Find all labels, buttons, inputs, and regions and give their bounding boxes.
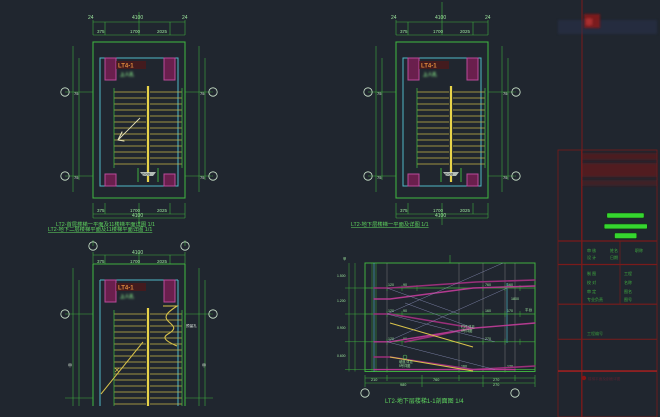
svg-text:工程编号: 工程编号 — [587, 330, 603, 336]
svg-text:270: 270 — [493, 378, 499, 382]
svg-text:LT2-地下层楼梯一平面及详图 1/1: LT2-地下层楼梯一平面及详图 1/1 — [351, 220, 429, 228]
svg-text:楼梯平面及剖面详图: 楼梯平面及剖面详图 — [588, 376, 621, 381]
svg-text:4100: 4100 — [132, 250, 143, 256]
svg-text:乙: 乙 — [514, 390, 518, 396]
svg-text:75: 75 — [74, 175, 79, 180]
svg-text:980: 980 — [400, 383, 406, 387]
svg-text:日期: 日期 — [610, 254, 618, 260]
svg-text:90: 90 — [403, 309, 407, 313]
svg-text:75: 75 — [503, 175, 508, 180]
svg-text:375: 375 — [400, 208, 408, 213]
svg-text:审 定: 审 定 — [587, 288, 596, 294]
svg-text:制 图: 制 图 — [587, 270, 596, 276]
svg-text:75: 75 — [200, 91, 205, 96]
svg-text:75: 75 — [503, 91, 508, 96]
svg-text:上人孔: 上人孔 — [423, 71, 437, 78]
svg-text:760: 760 — [433, 378, 439, 382]
svg-text:75: 75 — [377, 175, 382, 180]
svg-text:0.600: 0.600 — [337, 354, 346, 358]
svg-text:375: 375 — [97, 208, 105, 213]
svg-text:审 核: 审 核 — [587, 247, 596, 253]
svg-text:LT4-1: LT4-1 — [421, 64, 437, 70]
svg-text:1.500: 1.500 — [337, 274, 346, 278]
svg-text:平台: 平台 — [525, 307, 533, 312]
svg-text:375: 375 — [400, 29, 408, 34]
svg-text:名称: 名称 — [624, 279, 632, 285]
svg-text:170: 170 — [507, 309, 513, 313]
svg-text:2025: 2025 — [157, 208, 168, 213]
svg-text:LT4-1: LT4-1 — [118, 64, 134, 70]
svg-text:甲: 甲 — [364, 391, 368, 396]
svg-text:1700: 1700 — [433, 29, 444, 34]
svg-text:图号: 图号 — [624, 296, 632, 302]
svg-text:160: 160 — [485, 309, 491, 313]
svg-text:2025: 2025 — [157, 259, 168, 264]
svg-text:1700: 1700 — [130, 259, 141, 264]
svg-text:±0.00: ±0.00 — [140, 172, 151, 177]
svg-text:120: 120 — [388, 283, 394, 287]
svg-text:5号详图: 5号详图 — [399, 363, 410, 368]
svg-text:4100: 4100 — [132, 213, 143, 219]
svg-text:760: 760 — [485, 283, 491, 287]
svg-text:2025: 2025 — [460, 29, 471, 34]
svg-text:375: 375 — [97, 259, 105, 264]
svg-text:75: 75 — [377, 91, 382, 96]
svg-text:校 对: 校 对 — [587, 279, 596, 285]
svg-text:4100: 4100 — [435, 15, 446, 21]
svg-text:甲: 甲 — [68, 363, 72, 368]
svg-text:±0.00: ±0.00 — [443, 172, 454, 177]
svg-text:预留孔: 预留孔 — [186, 323, 197, 328]
svg-text:图名: 图名 — [624, 288, 632, 294]
svg-text:24: 24 — [182, 15, 188, 21]
svg-text:LT4-1: LT4-1 — [118, 286, 134, 292]
svg-text:24: 24 — [485, 15, 491, 21]
svg-text:职称: 职称 — [635, 247, 643, 253]
svg-text:5号详图: 5号详图 — [461, 328, 472, 333]
svg-text:姓名: 姓名 — [610, 247, 618, 253]
svg-text:专业负责: 专业负责 — [587, 296, 603, 302]
svg-text:24: 24 — [391, 15, 397, 21]
svg-text:375: 375 — [97, 29, 105, 34]
svg-text:1700: 1700 — [130, 29, 141, 34]
svg-text:24: 24 — [88, 15, 94, 21]
svg-text:270: 270 — [493, 383, 499, 387]
svg-text:上人孔: 上人孔 — [120, 71, 134, 78]
svg-text:1.200: 1.200 — [337, 299, 346, 303]
svg-text:4100: 4100 — [435, 213, 446, 219]
svg-text:甲: 甲 — [202, 363, 206, 368]
svg-text:4100: 4100 — [132, 15, 143, 21]
svg-text:2025: 2025 — [460, 208, 471, 213]
svg-text:上人孔: 上人孔 — [120, 293, 134, 300]
svg-text:LT2-地下二层楼梯平面及11楼梯平面详图 1/1: LT2-地下二层楼梯平面及11楼梯平面详图 1/1 — [48, 225, 152, 233]
svg-text:LT2-地下层楼梯1-1剖面图 1/4: LT2-地下层楼梯1-1剖面图 1/4 — [385, 397, 464, 405]
svg-text:甲: 甲 — [343, 257, 346, 261]
svg-text:0.900: 0.900 — [337, 326, 346, 330]
svg-text:1800: 1800 — [511, 297, 519, 301]
svg-text:设 计: 设 计 — [587, 254, 596, 260]
svg-text:工程: 工程 — [624, 270, 632, 276]
svg-text:审: 审 — [585, 17, 593, 27]
svg-text:75: 75 — [200, 175, 205, 180]
svg-text:75: 75 — [74, 91, 79, 96]
svg-text:2025: 2025 — [157, 29, 168, 34]
svg-text:210: 210 — [371, 378, 377, 382]
